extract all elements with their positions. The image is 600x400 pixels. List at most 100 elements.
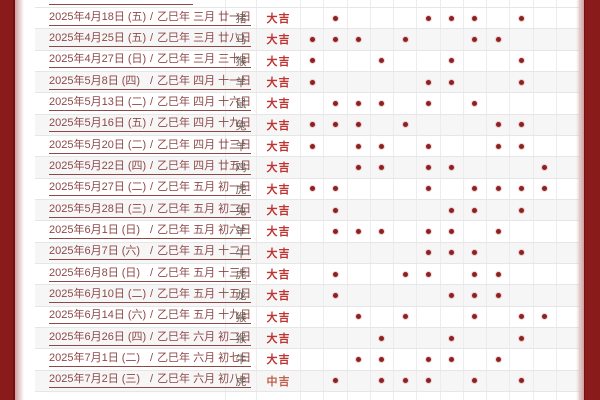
dot-cell [510, 114, 534, 135]
date-cell: 2025年6月10日 (二) / 乙巳年 五月 十五日 [35, 285, 252, 306]
date-separator: / [150, 181, 154, 194]
rating-badge: 大吉 [257, 178, 301, 199]
dot-cell [324, 50, 348, 71]
dot-cell [324, 157, 348, 178]
date-link[interactable]: 2025年7月2日 (三) / 乙巳年 六月 初八日 [49, 373, 252, 389]
dot-cell [371, 71, 394, 93]
auspicious-dot [309, 79, 315, 85]
dot-cell [324, 327, 348, 349]
date-link[interactable]: 2025年6月14日 (六) / 乙巳年 五月 十九日 [49, 309, 252, 325]
lunar-date: 乙巳年 四月 廿五日 [157, 159, 252, 172]
dot-cell [417, 242, 441, 263]
dot-cell [510, 0, 534, 7]
date-link[interactable]: 2025年6月7日 (六) / 乙巳年 五月 十二日 [49, 245, 252, 261]
auspicious-dot [518, 335, 524, 341]
dot-cell [324, 135, 348, 157]
dot-cell [441, 199, 464, 221]
zodiac-cell: 龙 [226, 285, 257, 306]
dot-cell [510, 285, 534, 306]
dot-cell [324, 370, 348, 391]
dot-cell [417, 370, 441, 391]
date-link[interactable]: 2025年5月22日 (四) / 乙巳年 四月 廿五日 [49, 159, 252, 175]
date-link[interactable]: 2025年5月20日 (二) / 乙巳年 四月 廿三日 [49, 139, 252, 154]
dot-cell [510, 93, 534, 114]
dot-cell [348, 93, 371, 114]
dot-cell [534, 199, 557, 221]
dot-cell [510, 50, 534, 71]
dot-cell [534, 370, 557, 391]
dot-cell [441, 263, 464, 285]
dot-cell [464, 178, 487, 199]
auspicious-dot [449, 250, 455, 256]
dot-cell [534, 285, 557, 306]
solar-date: 2025年5月27日 (二) [49, 181, 147, 194]
table-row: 2025年4月27日 (日) / 乙巳年 三月 三十日猴大吉 [35, 50, 580, 72]
auspicious-dot [425, 79, 431, 85]
dot-cell [301, 157, 325, 178]
dot-cell [371, 199, 394, 221]
dot-cell [464, 0, 487, 7]
lunar-date: 乙巳年 四月 十九日 [157, 117, 252, 130]
dot-cell [348, 199, 371, 221]
dot-cell [464, 93, 487, 114]
date-link[interactable]: 2025年5月27日 (二) / 乙巳年 五月 初一日 [49, 181, 252, 197]
date-link[interactable]: 2025年6月10日 (二) / 乙巳年 五月 十五日 [49, 287, 252, 303]
dot-cell [417, 29, 441, 50]
dot-cell [534, 263, 557, 285]
auspicious-dot [472, 250, 478, 256]
auspicious-dot [379, 378, 385, 384]
dot-cell [324, 285, 348, 306]
auspicious-dot [449, 207, 455, 213]
auspicious-dot [518, 143, 524, 149]
date-link[interactable]: 2025年5月16日 (五) / 乙巳年 四月 十九日 [49, 117, 252, 133]
date-link[interactable]: 2025年4月27日 (日) / 乙巳年 三月 三十日 [49, 53, 252, 69]
date-link[interactable]: 2025年6月26日 (四) / 乙巳年 六月 初二日 [49, 331, 252, 346]
dot-cell [487, 157, 511, 178]
zodiac-cell [226, 391, 257, 400]
table-row: 2025年5月28日 (三) / 乙巳年 五月 初二日兔大吉 [35, 199, 580, 222]
table-row: 2025年6月1日 (日) / 乙巳年 五月 初六日羊大吉 [35, 221, 580, 243]
dot-cell [348, 71, 371, 93]
dot-cell [487, 50, 511, 71]
rating-badge: 大吉 [257, 349, 301, 370]
left-accent-fade [15, 0, 24, 400]
table-row: 2025年6月8日 (日) / 乙巳年 五月 十三日虎大吉 [35, 263, 580, 286]
dot-cell [534, 349, 557, 370]
dot-cell [348, 327, 371, 349]
date-link[interactable]: 2025年5月28日 (三) / 乙巳年 五月 初二日 [49, 203, 252, 218]
auspicious-dot [425, 228, 431, 234]
table-row: 2025年4月18日 (五) / 乙巳年 三月 廿一日猪大吉 [35, 8, 580, 30]
date-link[interactable]: 2025年5月13日 (二) / 乙巳年 四月 十六日 [49, 96, 252, 111]
date-link[interactable]: 2025年6月1日 (日) / 乙巳年 五月 初六日 [49, 224, 252, 239]
date-link[interactable]: 2025年4月25日 (五) / 乙巳年 三月 廿八日 [49, 31, 252, 47]
dot-cell [394, 71, 418, 93]
dot-cell [371, 0, 394, 7]
rating-cell [257, 391, 301, 400]
lunar-date: 乙巳年 五月 十五日 [157, 287, 252, 300]
auspicious-dot [472, 314, 478, 320]
dot-cell [371, 8, 394, 29]
dot-cell [324, 306, 348, 327]
dot-cell [371, 178, 394, 199]
truncated-row-bottom [35, 391, 580, 400]
dot-cell [487, 0, 511, 7]
date-link[interactable]: 2025年5月8日 (四) / 乙巳年 四月 十一日 [49, 75, 252, 90]
dot-cell [464, 263, 487, 285]
date-separator: / [150, 31, 154, 44]
dot-cell [301, 285, 325, 306]
solar-date: 2025年6月10日 (二) [49, 287, 147, 300]
date-separator: / [150, 373, 154, 386]
dot-cell [464, 8, 487, 29]
zodiac-cell: 牛 [226, 349, 257, 370]
auspicious-dot [472, 207, 478, 213]
dot-cell [417, 157, 441, 178]
auspicious-dot [472, 292, 478, 298]
auspicious-dot [495, 186, 501, 192]
auspicious-dot [379, 164, 385, 170]
auspicious-dot [472, 271, 478, 277]
date-link[interactable]: 2025年6月8日 (日) / 乙巳年 五月 十三日 [49, 267, 252, 282]
auspicious-dot [425, 15, 431, 21]
auspicious-dot [332, 122, 338, 128]
date-link[interactable]: 2025年7月1日 (二) / 乙巳年 六月 初七日 [49, 352, 252, 367]
date-link[interactable]: 2025年4月18日 (五) / 乙巳年 三月 廿一日 [49, 11, 252, 26]
